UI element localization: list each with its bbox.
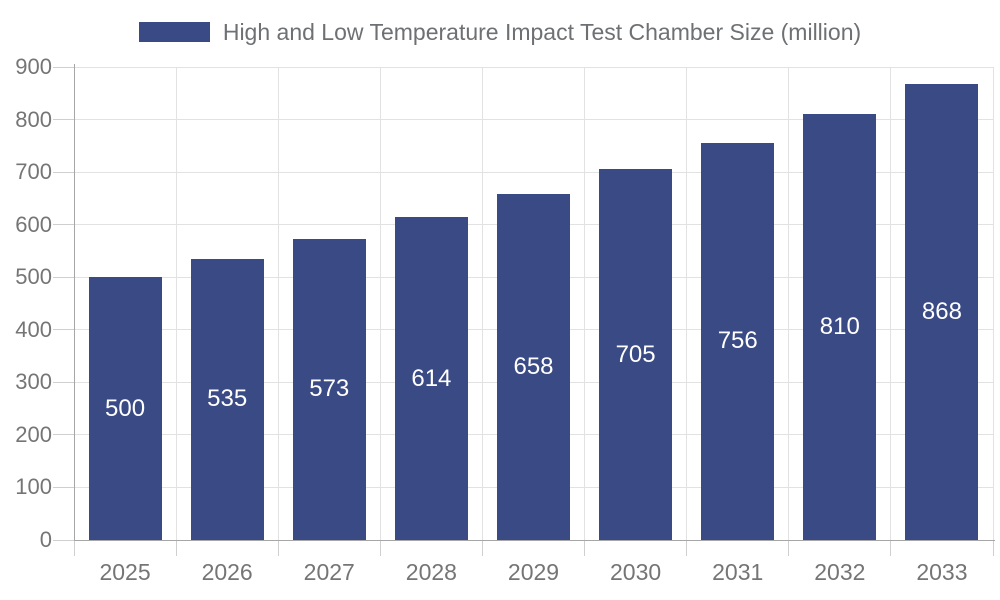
x-axis-tick [277, 540, 279, 556]
y-axis-label: 500 [15, 264, 52, 290]
bar [905, 83, 979, 540]
v-gridline [788, 67, 790, 540]
bar-value-label: 614 [411, 364, 452, 392]
h-gridline [75, 119, 993, 121]
x-axis-tick [73, 540, 75, 556]
y-axis-label: 900 [15, 54, 52, 79]
x-axis-label: 2033 [916, 559, 968, 585]
x-axis-line [74, 539, 995, 541]
x-axis-label: 2026 [201, 559, 253, 585]
y-axis-label: 100 [15, 474, 52, 500]
bar [394, 217, 468, 540]
v-gridline [277, 67, 279, 540]
x-axis-tick [788, 540, 790, 556]
x-axis-tick [481, 540, 483, 556]
x-axis-label: 2029 [507, 559, 560, 585]
bar-value-label: 500 [105, 394, 146, 422]
bar-value-label: 535 [207, 385, 248, 413]
y-axis-line [73, 64, 75, 540]
x-axis-tick [890, 540, 892, 556]
v-gridline [175, 67, 177, 540]
v-gridline [686, 67, 688, 540]
bar-value-label: 573 [309, 375, 350, 403]
legend[interactable]: High and Low Temperature Impact Test Cha… [0, 19, 1000, 45]
y-axis-tick [53, 119, 74, 121]
y-axis-label: 400 [15, 316, 52, 342]
x-axis-tick [584, 540, 586, 556]
y-axis-tick [53, 171, 74, 173]
x-axis-tick [175, 540, 177, 556]
bar [701, 142, 775, 540]
legend-swatch[interactable] [138, 22, 210, 42]
v-gridline [379, 67, 381, 540]
y-axis-label: 800 [15, 106, 52, 132]
y-axis-tick [53, 66, 74, 68]
x-axis-label: 2027 [303, 559, 355, 585]
y-axis-label: 600 [15, 211, 52, 237]
bar-value-label: 658 [513, 353, 554, 381]
x-axis-label: 2028 [405, 559, 457, 585]
h-gridline [75, 66, 993, 68]
bar-value-label: 756 [717, 327, 758, 355]
bar [497, 194, 570, 540]
bar [803, 114, 877, 540]
chart-title: High and Low Temperature Impact Test Cha… [222, 19, 862, 45]
x-axis-label: 2032 [814, 559, 866, 585]
x-axis-tick [686, 540, 688, 556]
bar [599, 169, 673, 540]
y-axis-tick [53, 486, 74, 488]
y-axis-tick [53, 434, 74, 436]
y-axis-label: 300 [15, 369, 52, 395]
h-gridline [75, 171, 993, 173]
bar-value-label: 868 [921, 297, 962, 325]
y-axis-tick [53, 381, 74, 383]
x-axis-label: 2031 [712, 559, 764, 585]
v-gridline [481, 67, 483, 540]
y-axis-tick [53, 276, 74, 278]
x-axis-tick [379, 540, 381, 556]
bar-value-label: 705 [615, 340, 656, 368]
bar [190, 258, 264, 540]
x-axis-label: 2030 [610, 559, 662, 585]
bar [88, 277, 162, 540]
y-axis-tick [53, 224, 74, 226]
y-axis-label: 700 [15, 159, 52, 185]
v-gridline [890, 67, 892, 540]
bar-value-label: 810 [819, 313, 860, 341]
y-axis-tick [53, 539, 74, 541]
bar [292, 238, 366, 540]
x-axis-label: 2025 [99, 559, 151, 585]
y-axis-label: 200 [15, 421, 52, 447]
y-axis-tick [53, 329, 74, 331]
v-gridline [992, 67, 994, 540]
v-gridline [584, 67, 586, 540]
y-axis-label: 0 [39, 527, 52, 552]
x-axis-tick [992, 540, 994, 556]
